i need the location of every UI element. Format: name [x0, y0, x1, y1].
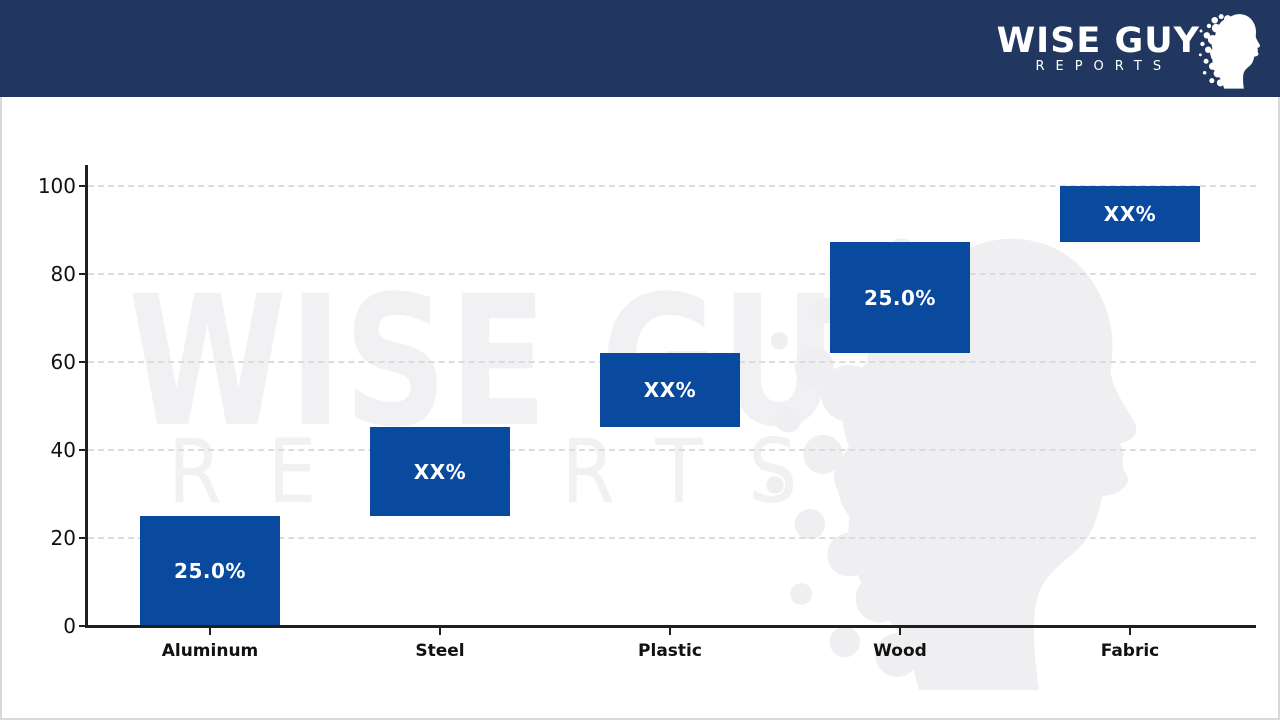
bar-steel: XX% [370, 427, 510, 516]
y-axis-line [85, 165, 88, 627]
y-tick-label: 100 [37, 174, 76, 198]
x-axis-tick [439, 628, 441, 635]
x-tick-label: Plastic [638, 641, 702, 661]
x-axis-line [85, 625, 1256, 628]
y-axis-tick [79, 185, 87, 187]
bar-fabric: XX% [1060, 186, 1200, 243]
x-axis-tick [899, 628, 901, 635]
y-axis-tick [79, 625, 87, 627]
bar-aluminum: 25.0% [140, 516, 280, 626]
brand-logo: WISE GUY REPORTS [997, 4, 1268, 94]
y-tick-label: 40 [50, 438, 76, 462]
header-bar [0, 0, 1280, 97]
x-tick-label: Wood [873, 641, 927, 661]
gridline [88, 537, 1256, 539]
x-axis-tick [669, 628, 671, 635]
bar-wood: 25.0% [830, 242, 970, 353]
y-axis-tick [79, 273, 87, 275]
bar-value-label: XX% [643, 377, 697, 402]
x-tick-label: Aluminum [161, 641, 259, 661]
y-tick-label: 20 [50, 526, 76, 550]
y-axis-tick [79, 361, 87, 363]
bar-plastic: XX% [600, 352, 740, 428]
gridline [88, 449, 1256, 451]
x-tick-label: Fabric [1100, 641, 1160, 661]
gridline [88, 185, 1256, 187]
y-tick-label: 80 [50, 262, 76, 286]
bar-value-label: XX% [413, 459, 467, 484]
bar-value-label: XX% [1103, 202, 1157, 227]
gridline [88, 273, 1256, 275]
bar-value-label: 25.0% [864, 285, 936, 310]
brand-logo-text: WISE GUY REPORTS [997, 23, 1200, 74]
x-tick-label: Steel [415, 641, 465, 661]
y-tick-label: 60 [50, 350, 76, 374]
x-axis-tick [1129, 628, 1131, 635]
y-axis-tick [79, 537, 87, 539]
y-axis-tick [79, 449, 87, 451]
y-tick-label: 0 [63, 614, 76, 638]
x-axis-tick [209, 628, 211, 635]
brand-logo-head-icon [1198, 14, 1260, 89]
brand-logo-line2: REPORTS [1035, 59, 1173, 75]
bar-value-label: 25.0% [174, 559, 246, 583]
brand-logo-line1: WISE GUY [996, 21, 1200, 62]
